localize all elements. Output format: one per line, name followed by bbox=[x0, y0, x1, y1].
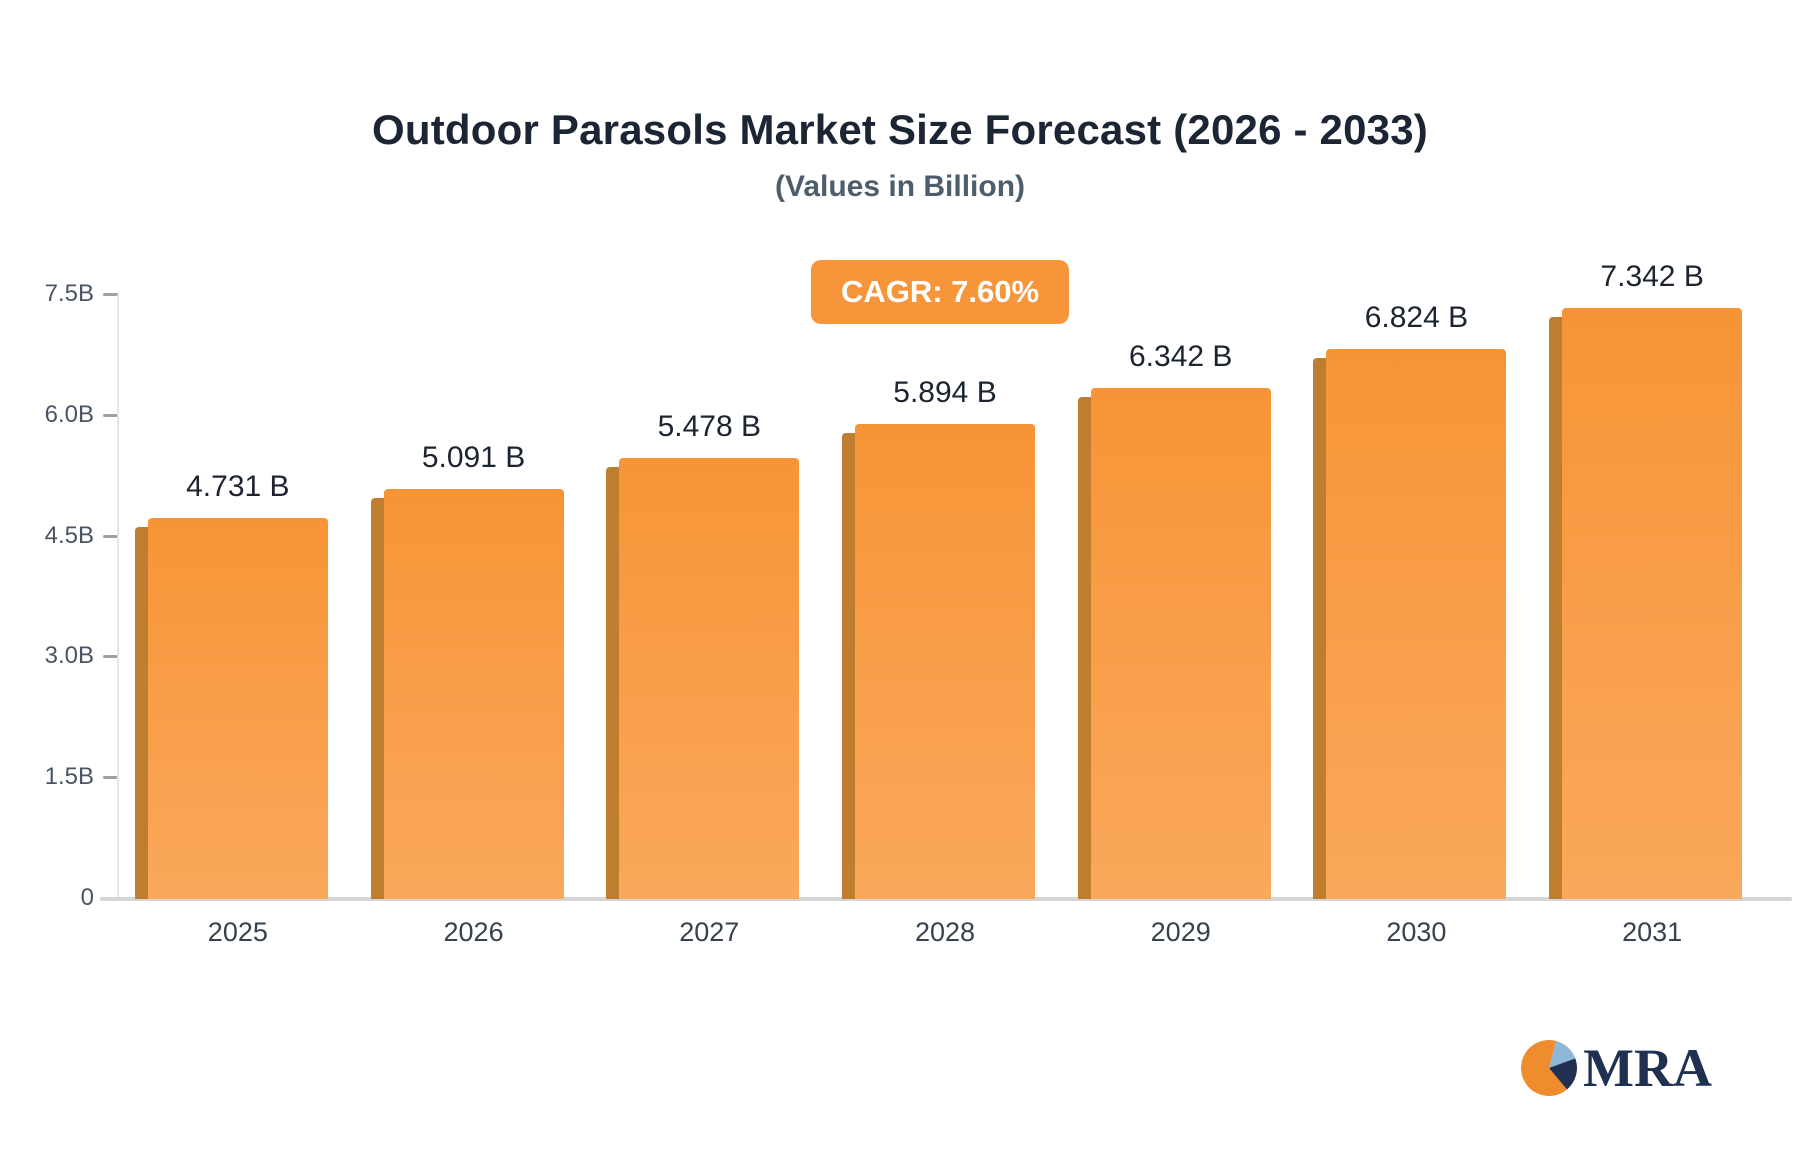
y-axis-tick-label: 4.5B bbox=[44, 521, 94, 549]
logo-wedge-lightblue bbox=[1549, 1040, 1576, 1068]
y-axis-tick-label: 0 bbox=[80, 884, 94, 911]
bar-front-face bbox=[619, 458, 800, 899]
y-axis-tick-mark bbox=[103, 413, 118, 417]
bar-value-label: 6.342 B bbox=[1128, 340, 1233, 373]
bar-value-label: 4.731 B bbox=[186, 470, 290, 503]
y-axis-tick-mark bbox=[103, 293, 118, 296]
bar-2027 bbox=[606, 458, 800, 899]
brand-logo: MRA bbox=[1519, 1038, 1712, 1098]
chart-title: Outdoor Parasols Market Size Forecast (2… bbox=[372, 106, 1428, 153]
x-axis-label-2025: 2025 bbox=[207, 917, 268, 947]
bar-2030 bbox=[1313, 349, 1507, 899]
y-axis-tick-label: 7.5B bbox=[44, 280, 94, 307]
bar-2026 bbox=[370, 489, 564, 899]
bar-2025 bbox=[134, 518, 328, 899]
bar-front-face bbox=[1090, 388, 1271, 899]
bar-front-face bbox=[383, 489, 564, 899]
y-axis-line bbox=[117, 295, 119, 899]
pie-chart-logo-icon bbox=[1521, 1040, 1578, 1097]
y-axis-tick-label: 3.0B bbox=[44, 642, 94, 670]
y-axis-tick-mark bbox=[103, 776, 118, 780]
bar-2031 bbox=[1549, 308, 1743, 899]
bar-2029 bbox=[1077, 388, 1271, 899]
chart-subtitle: (Values in Billion) bbox=[774, 170, 1026, 203]
bar-value-label: 5.091 B bbox=[421, 441, 526, 474]
logo-wedge-navy bbox=[1549, 1058, 1578, 1090]
bar-front-face bbox=[1562, 308, 1743, 899]
y-axis-tick-label: 1.5B bbox=[44, 763, 94, 791]
cagr-badge: CAGR: 7.60% bbox=[810, 260, 1070, 324]
x-axis-label-2027: 2027 bbox=[679, 917, 740, 947]
bar-value-label: 5.894 B bbox=[893, 376, 997, 409]
brand-logo-text: MRA bbox=[1583, 1038, 1712, 1098]
bar-front-face bbox=[147, 518, 328, 899]
y-axis-tick-label: 6.0B bbox=[44, 400, 94, 428]
y-axis-tick-mark bbox=[103, 655, 118, 659]
x-axis-label-2030: 2030 bbox=[1386, 917, 1447, 947]
bar-front-face bbox=[1326, 349, 1507, 899]
logo-wedge-orange bbox=[1521, 1040, 1568, 1097]
bar-value-label: 7.342 B bbox=[1600, 260, 1704, 293]
bar-value-label: 5.478 B bbox=[657, 410, 761, 443]
x-axis-label-2028: 2028 bbox=[914, 917, 976, 947]
y-axis-tick-mark bbox=[103, 534, 118, 538]
bar-value-label: 6.824 B bbox=[1364, 301, 1469, 334]
x-axis-label-2029: 2029 bbox=[1150, 917, 1211, 947]
x-axis-label-2026: 2026 bbox=[443, 917, 504, 947]
bar-front-face bbox=[855, 424, 1035, 899]
x-axis-label-2031: 2031 bbox=[1622, 917, 1683, 947]
bar-2028 bbox=[842, 424, 1035, 899]
x-axis-line bbox=[100, 897, 1792, 901]
